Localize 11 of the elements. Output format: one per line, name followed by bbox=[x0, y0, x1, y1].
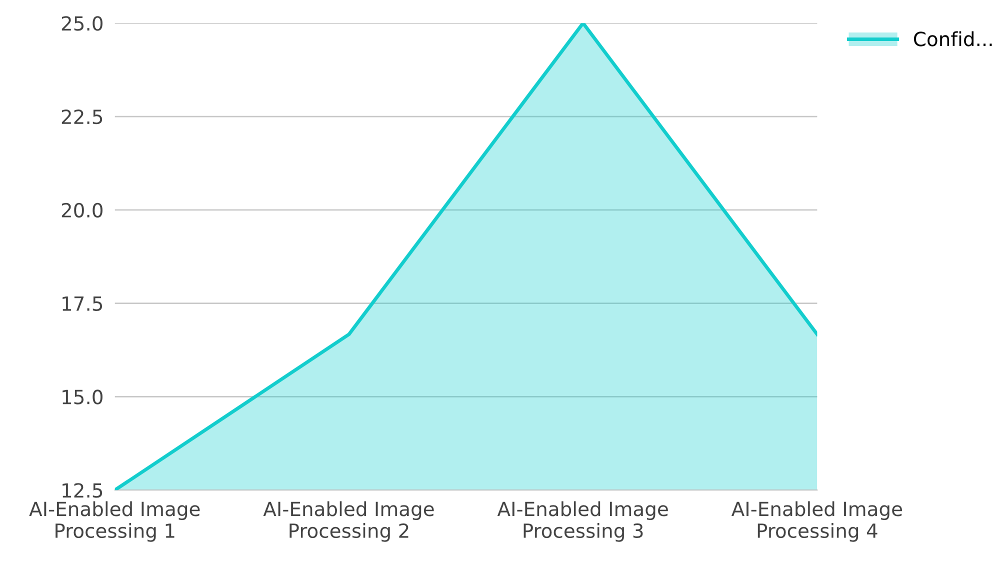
x-tick-label: AI-Enabled Image Processing 4 bbox=[731, 501, 902, 542]
y-tick-label: 25.0 bbox=[62, 16, 102, 31]
x-tick-label: AI-Enabled Image Processing 2 bbox=[263, 501, 434, 542]
x-tick-label: AI-Enabled Image Processing 3 bbox=[497, 501, 668, 542]
y-tick-label: 12.5 bbox=[62, 483, 102, 498]
y-tick-label: 15.0 bbox=[62, 390, 102, 404]
x-tick-label: AI-Enabled Image Processing 1 bbox=[29, 501, 200, 542]
y-tick-label: 20.0 bbox=[62, 202, 102, 218]
y-tick-label: 17.5 bbox=[62, 296, 102, 311]
legend-label: Confid... bbox=[914, 31, 992, 46]
y-tick-label: 22.5 bbox=[62, 109, 102, 124]
